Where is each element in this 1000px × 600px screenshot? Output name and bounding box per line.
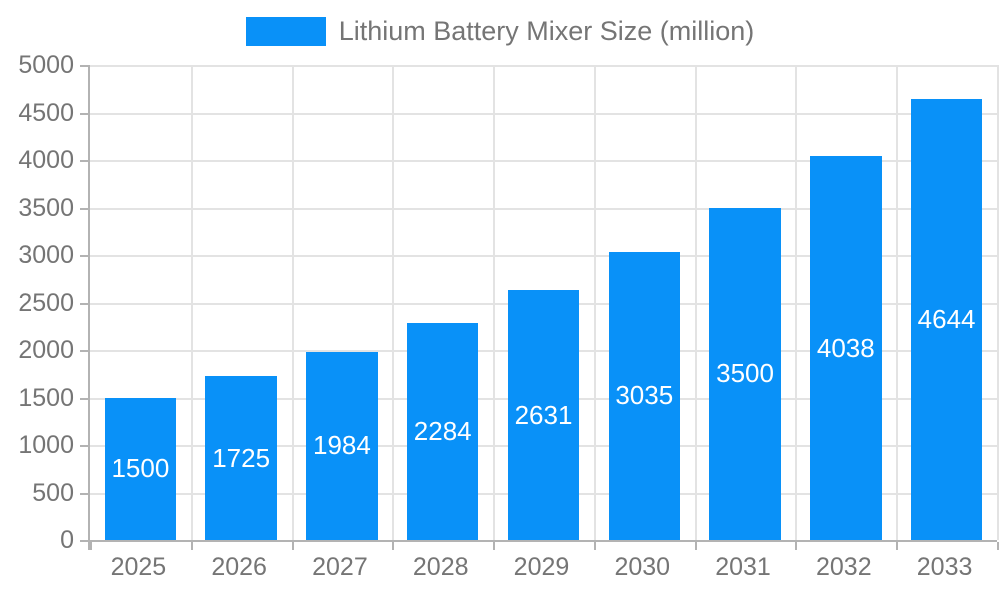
bar-value-label: 2631	[514, 399, 573, 430]
y-tick	[80, 540, 88, 542]
y-tick-label: 5000	[18, 51, 74, 79]
gridline-v	[593, 65, 596, 540]
legend: Lithium Battery Mixer Size (million)	[0, 17, 1000, 46]
x-tick	[291, 542, 294, 550]
y-tick	[80, 350, 88, 352]
x-tick	[593, 542, 596, 550]
bar: 2284	[406, 323, 479, 540]
x-tick-label: 2032	[816, 553, 872, 581]
x-tick-label: 2026	[211, 553, 267, 581]
bar: 3500	[709, 207, 781, 540]
y-tick	[80, 65, 88, 67]
x-tick	[392, 542, 395, 550]
gridline-h	[90, 207, 997, 210]
gridline-v	[795, 65, 798, 540]
bar-value-label: 1725	[212, 442, 271, 473]
bar-value-label: 2284	[413, 416, 472, 447]
bar: 1500	[104, 397, 177, 540]
x-tick	[694, 542, 697, 550]
gridline-v	[291, 65, 294, 540]
x-tick-label: 2028	[412, 553, 469, 581]
legend-swatch	[245, 17, 326, 46]
x-tick-label: 2025	[110, 553, 167, 581]
bar: 4038	[810, 156, 882, 540]
y-tick-label: 1500	[18, 383, 74, 412]
x-tick	[997, 542, 999, 550]
bar-value-label: 3035	[615, 380, 674, 411]
y-tick	[80, 397, 88, 400]
y-tick	[80, 302, 88, 305]
gridline-v	[493, 65, 496, 540]
y-tick-label: 500	[32, 478, 74, 507]
x-tick-label: 2029	[513, 553, 570, 581]
y-tick-label: 2500	[18, 288, 74, 317]
gridline-h	[90, 160, 997, 162]
y-tick	[80, 112, 88, 115]
x-tick	[493, 542, 496, 550]
bar-value-label: 1500	[111, 453, 170, 484]
y-tick	[80, 445, 88, 447]
gridline-v	[190, 65, 193, 540]
bar: 1725	[205, 376, 277, 540]
legend-label: Lithium Battery Mixer Size (million)	[338, 16, 755, 46]
gridline-v	[694, 65, 697, 540]
gridline-v	[896, 65, 899, 540]
y-tick-label: 2000	[18, 336, 74, 364]
x-tick	[90, 542, 92, 550]
y-tick-label: 3500	[18, 193, 74, 222]
y-tick	[80, 207, 88, 210]
gridline-h	[90, 65, 997, 67]
x-tick	[88, 542, 90, 550]
gridline-v	[392, 65, 395, 540]
y-tick-label: 4000	[18, 146, 74, 174]
bar-value-label: 1984	[313, 430, 371, 461]
plot-area: 1500 1725 1984 2284 2631 3035 3500 4038 4644	[80, 65, 999, 550]
bar-value-label: 4038	[816, 332, 875, 363]
x-tick-label: 2027	[312, 553, 368, 581]
x-tick	[896, 542, 899, 550]
y-tick	[80, 492, 88, 495]
x-tick	[190, 542, 193, 550]
y-tick	[80, 160, 88, 162]
x-tick-label: 2031	[715, 553, 771, 581]
bar: 4644	[910, 98, 983, 540]
y-axis-labels: 0 500 1000 1500 2000 2500 3000 3500 4000 4500 5000	[0, 52, 74, 553]
gridline-h	[90, 112, 997, 115]
x-tick-label: 2030	[614, 553, 671, 581]
y-tick-label: 3000	[18, 241, 74, 269]
gridline-h	[90, 255, 997, 257]
gridline-v	[997, 65, 999, 540]
y-tick	[80, 255, 88, 257]
x-tick	[795, 542, 798, 550]
bar-value-label: 4644	[917, 303, 976, 334]
y-tick-label: 0	[60, 526, 74, 554]
y-tick-label: 4500	[18, 98, 74, 127]
bar: 2631	[507, 290, 580, 540]
bar: 1984	[306, 351, 378, 540]
y-tick-label: 1000	[18, 431, 74, 459]
x-tick-label: 2033	[916, 553, 973, 581]
x-axis-labels: 2025 2026 2027 2028 2029 2030 2031 2032 2033	[88, 552, 995, 592]
bar-value-label: 3500	[716, 358, 774, 389]
bar: 3035	[608, 251, 681, 540]
